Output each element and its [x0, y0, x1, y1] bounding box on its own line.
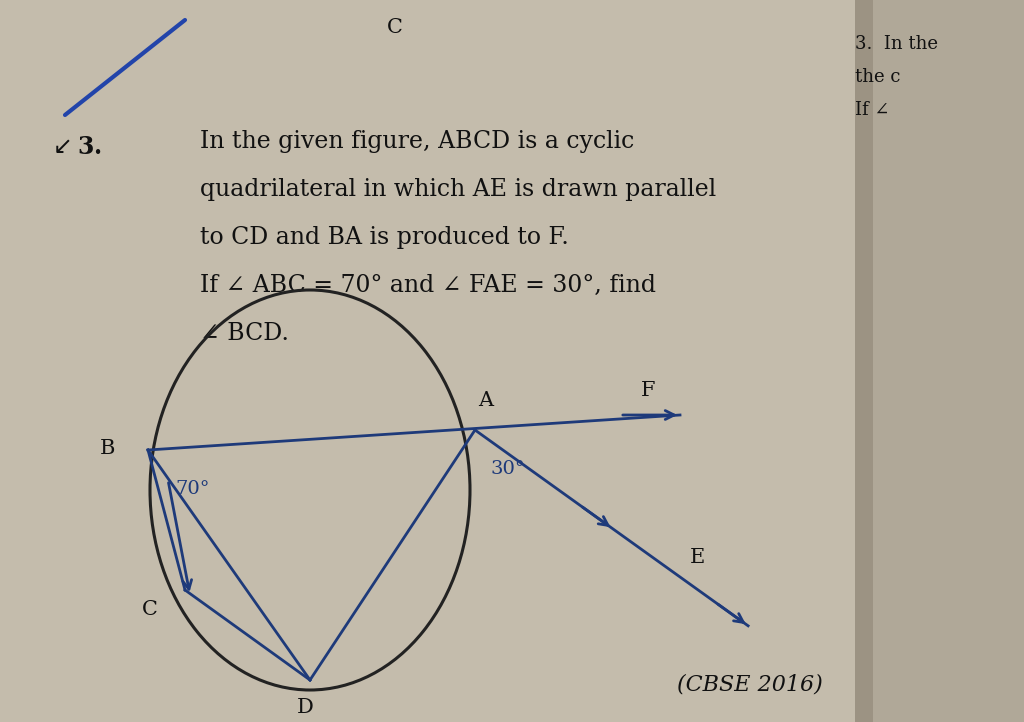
Text: If ∠: If ∠	[855, 101, 890, 119]
Text: quadrilateral in which AE is drawn parallel: quadrilateral in which AE is drawn paral…	[200, 178, 716, 201]
Text: ∠ BCD.: ∠ BCD.	[200, 322, 289, 345]
Text: B: B	[99, 438, 115, 458]
Text: 30°: 30°	[490, 460, 524, 478]
Text: (CBSE 2016): (CBSE 2016)	[677, 673, 823, 695]
Text: E: E	[690, 548, 706, 567]
Text: to CD and BA is produced to F.: to CD and BA is produced to F.	[200, 226, 569, 249]
Text: 3.  In the: 3. In the	[855, 35, 938, 53]
Bar	[855, 0, 1024, 722]
Text: A: A	[478, 391, 494, 410]
Text: C: C	[142, 600, 158, 619]
Text: the c: the c	[855, 68, 900, 86]
Text: 70°: 70°	[175, 480, 210, 498]
Text: C: C	[387, 18, 402, 37]
Text: If ∠ ABC = 70° and ∠ FAE = 30°, find: If ∠ ABC = 70° and ∠ FAE = 30°, find	[200, 274, 656, 297]
Text: D: D	[297, 698, 313, 717]
Text: F: F	[641, 381, 655, 400]
Text: In the given figure, ABCD is a cyclic: In the given figure, ABCD is a cyclic	[200, 130, 634, 153]
Text: $\swarrow$3.: $\swarrow$3.	[48, 135, 101, 159]
Bar	[855, 0, 873, 722]
